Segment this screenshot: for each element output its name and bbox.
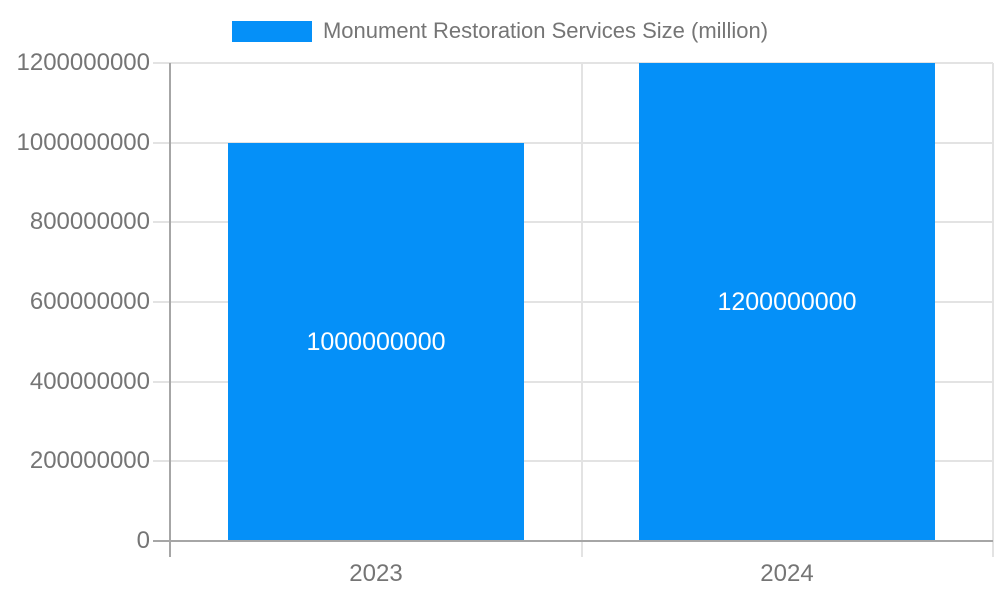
y-axis-tick-label: 400000000: [29, 368, 150, 395]
y-axis-line: [169, 63, 171, 557]
x-axis-tick-label: 2024: [760, 560, 814, 587]
bar-2023: [228, 143, 524, 541]
x-axis-line: [153, 540, 993, 542]
y-axis-tick-label: 1200000000: [16, 49, 150, 76]
gridline-y: [153, 62, 993, 64]
gridline-x: [992, 63, 994, 557]
legend: Monument Restoration Services Size (mill…: [0, 18, 1000, 44]
legend-color-swatch: [231, 20, 312, 42]
gridline-x: [581, 63, 583, 557]
y-axis-tick-label: 1000000000: [16, 129, 150, 156]
x-axis-tick-label: 2023: [349, 560, 403, 587]
gridline-y: [153, 221, 993, 223]
bar-2024: [639, 63, 935, 541]
gridline-y: [153, 301, 993, 303]
y-axis-tick-label: 600000000: [29, 288, 150, 315]
gridline-y: [153, 381, 993, 383]
legend-label: Monument Restoration Services Size (mill…: [322, 18, 769, 43]
bar-value-label: 1200000000: [717, 288, 857, 316]
gridline-y: [153, 142, 993, 144]
gridline-y: [153, 460, 993, 462]
bar-value-label: 1000000000: [306, 328, 446, 356]
y-axis-tick-label: 0: [136, 527, 150, 554]
y-axis-tick-label: 800000000: [29, 208, 150, 235]
y-axis-tick-label: 200000000: [29, 447, 150, 474]
